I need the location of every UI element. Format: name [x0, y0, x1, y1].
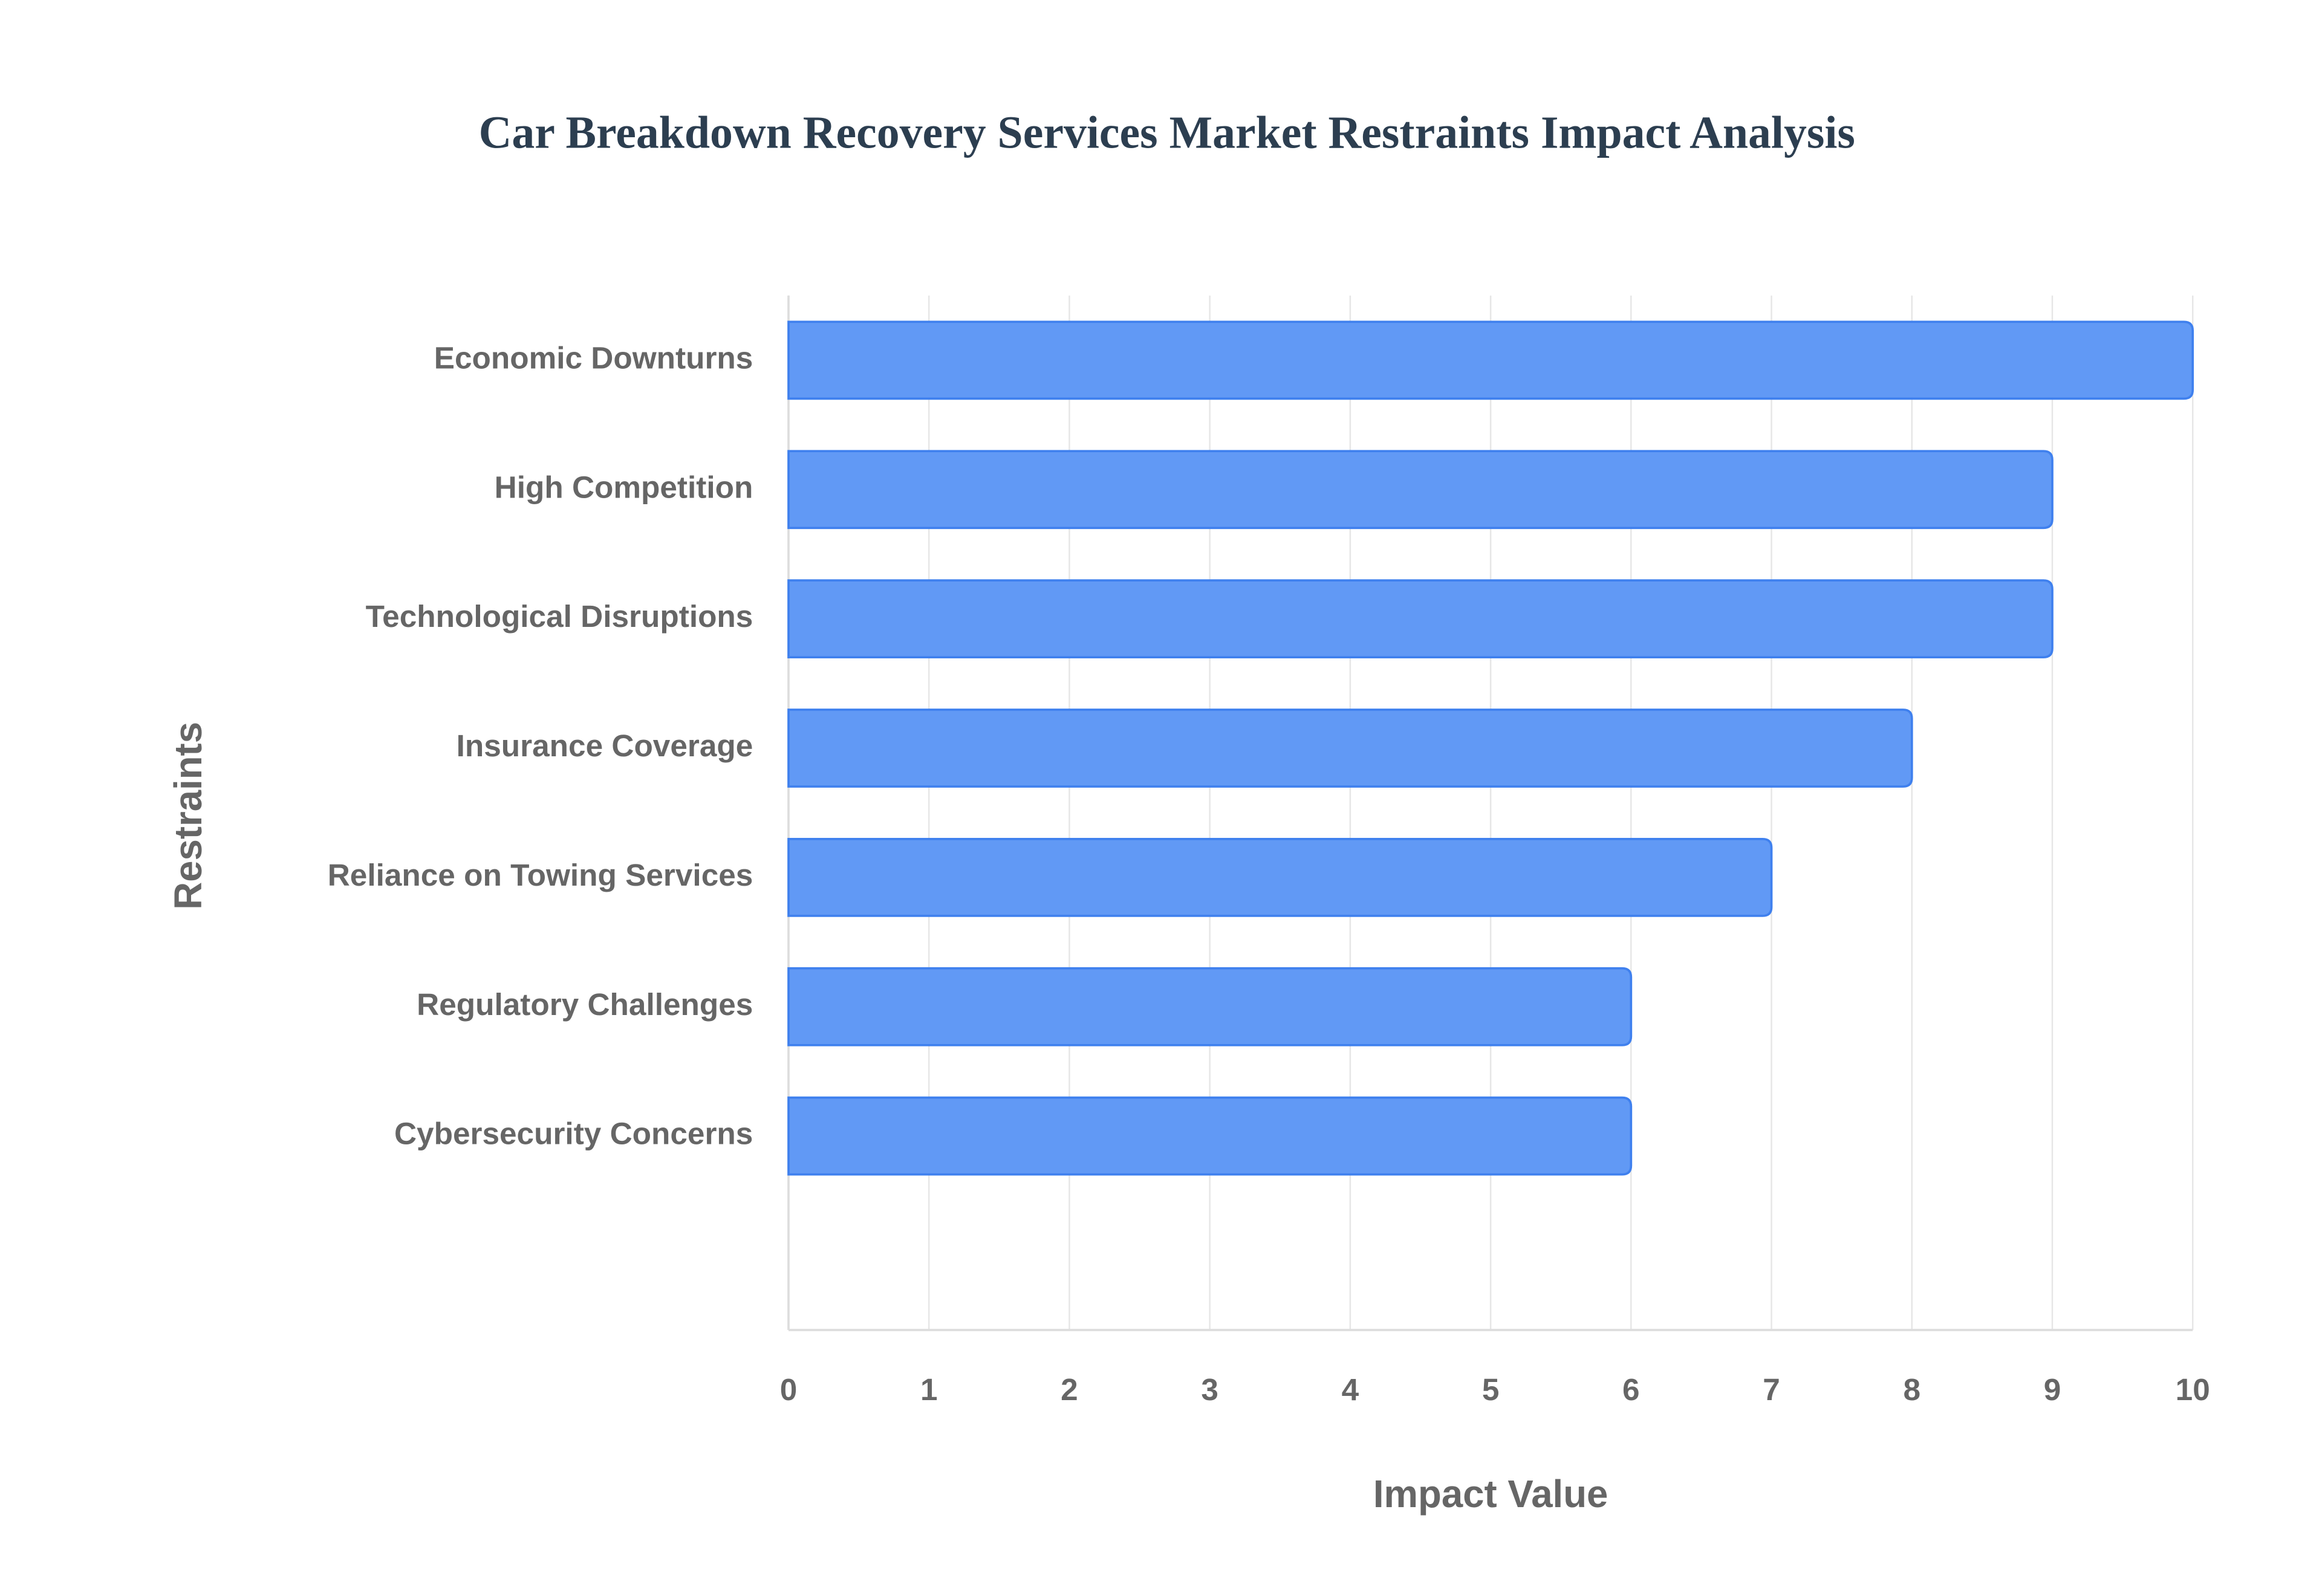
x-tick-label: 6 — [1622, 1372, 1640, 1407]
y-tick-label: Reliance on Towing Services — [328, 858, 753, 892]
x-tick-label: 3 — [1201, 1372, 1218, 1407]
x-tick-label: 2 — [1061, 1372, 1078, 1407]
y-axis-title: Restraints — [167, 722, 210, 910]
y-tick-label: Regulatory Challenges — [417, 987, 753, 1022]
y-tick-label: Cybersecurity Concerns — [394, 1117, 753, 1151]
y-tick-label: Economic Downturns — [434, 340, 753, 375]
bar — [787, 450, 2054, 530]
x-axis-title: Impact Value — [1373, 1473, 1608, 1516]
bar — [787, 709, 1913, 788]
x-tick-label: 7 — [1763, 1372, 1780, 1407]
x-tick-label: 5 — [1482, 1372, 1500, 1407]
x-tick-label: 4 — [1342, 1372, 1359, 1407]
chart-title: Car Breakdown Recovery Services Market R… — [479, 108, 1855, 158]
bar — [787, 579, 2054, 658]
bar — [787, 838, 1773, 917]
x-tick-label: 0 — [780, 1372, 798, 1407]
bar — [787, 1096, 1633, 1176]
y-tick-label: Insurance Coverage — [457, 728, 753, 763]
bar — [787, 320, 2194, 400]
x-tick-label: 9 — [2044, 1372, 2061, 1407]
x-tick-label: 1 — [920, 1372, 938, 1407]
x-tick-label: 10 — [2176, 1372, 2210, 1407]
y-tick-label: Technological Disruptions — [366, 599, 753, 634]
y-tick-label: High Competition — [495, 470, 753, 504]
bar — [787, 967, 1633, 1046]
x-tick-label: 8 — [1904, 1372, 1921, 1407]
